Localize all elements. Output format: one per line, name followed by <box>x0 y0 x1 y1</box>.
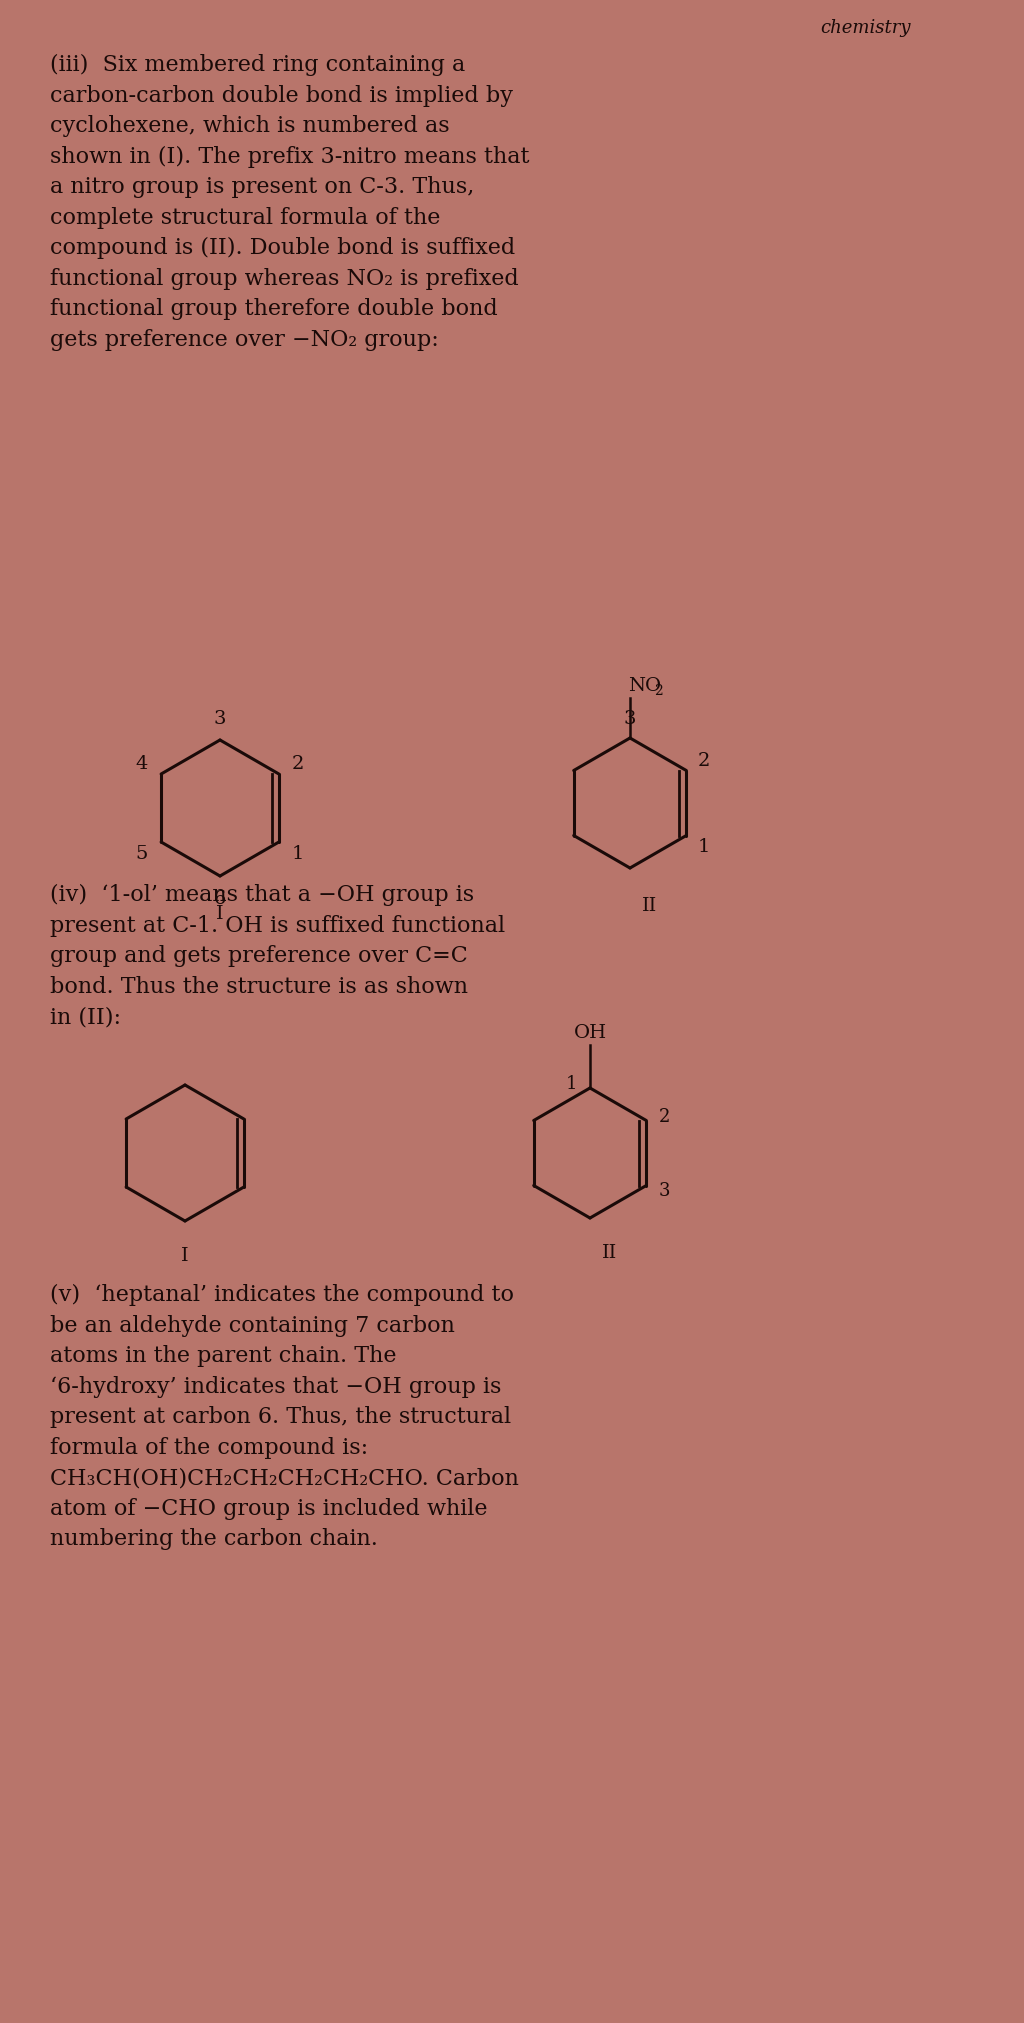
Text: NO: NO <box>628 676 662 694</box>
Text: 2: 2 <box>292 755 304 773</box>
Text: (iii)  Six membered ring containing a
carbon-carbon double bond is implied by
cy: (iii) Six membered ring containing a car… <box>50 55 529 350</box>
Text: 5: 5 <box>136 844 148 862</box>
Text: 3: 3 <box>658 1181 670 1200</box>
Text: 2: 2 <box>658 1107 670 1125</box>
Text: 4: 4 <box>136 755 148 773</box>
Text: 1: 1 <box>566 1074 578 1092</box>
Text: I: I <box>216 904 224 922</box>
Text: (v)  ‘heptanal’ indicates the compound to
be an aldehyde containing 7 carbon
ato: (v) ‘heptanal’ indicates the compound to… <box>50 1283 519 1550</box>
Text: I: I <box>181 1246 188 1264</box>
Text: 6: 6 <box>214 890 226 908</box>
Text: 3: 3 <box>214 710 226 728</box>
Text: OH: OH <box>573 1024 606 1042</box>
Text: II: II <box>602 1244 617 1262</box>
Text: 2: 2 <box>654 684 663 698</box>
Text: 1: 1 <box>292 844 304 862</box>
Text: 1: 1 <box>697 838 710 856</box>
Text: 3: 3 <box>624 710 636 728</box>
Text: chemistry: chemistry <box>820 18 910 36</box>
Text: II: II <box>642 896 657 914</box>
Text: 2: 2 <box>697 753 710 771</box>
Text: (iv)  ‘1-ol’ means that a −OH group is
present at C-1. OH is suffixed functional: (iv) ‘1-ol’ means that a −OH group is pr… <box>50 884 505 1028</box>
